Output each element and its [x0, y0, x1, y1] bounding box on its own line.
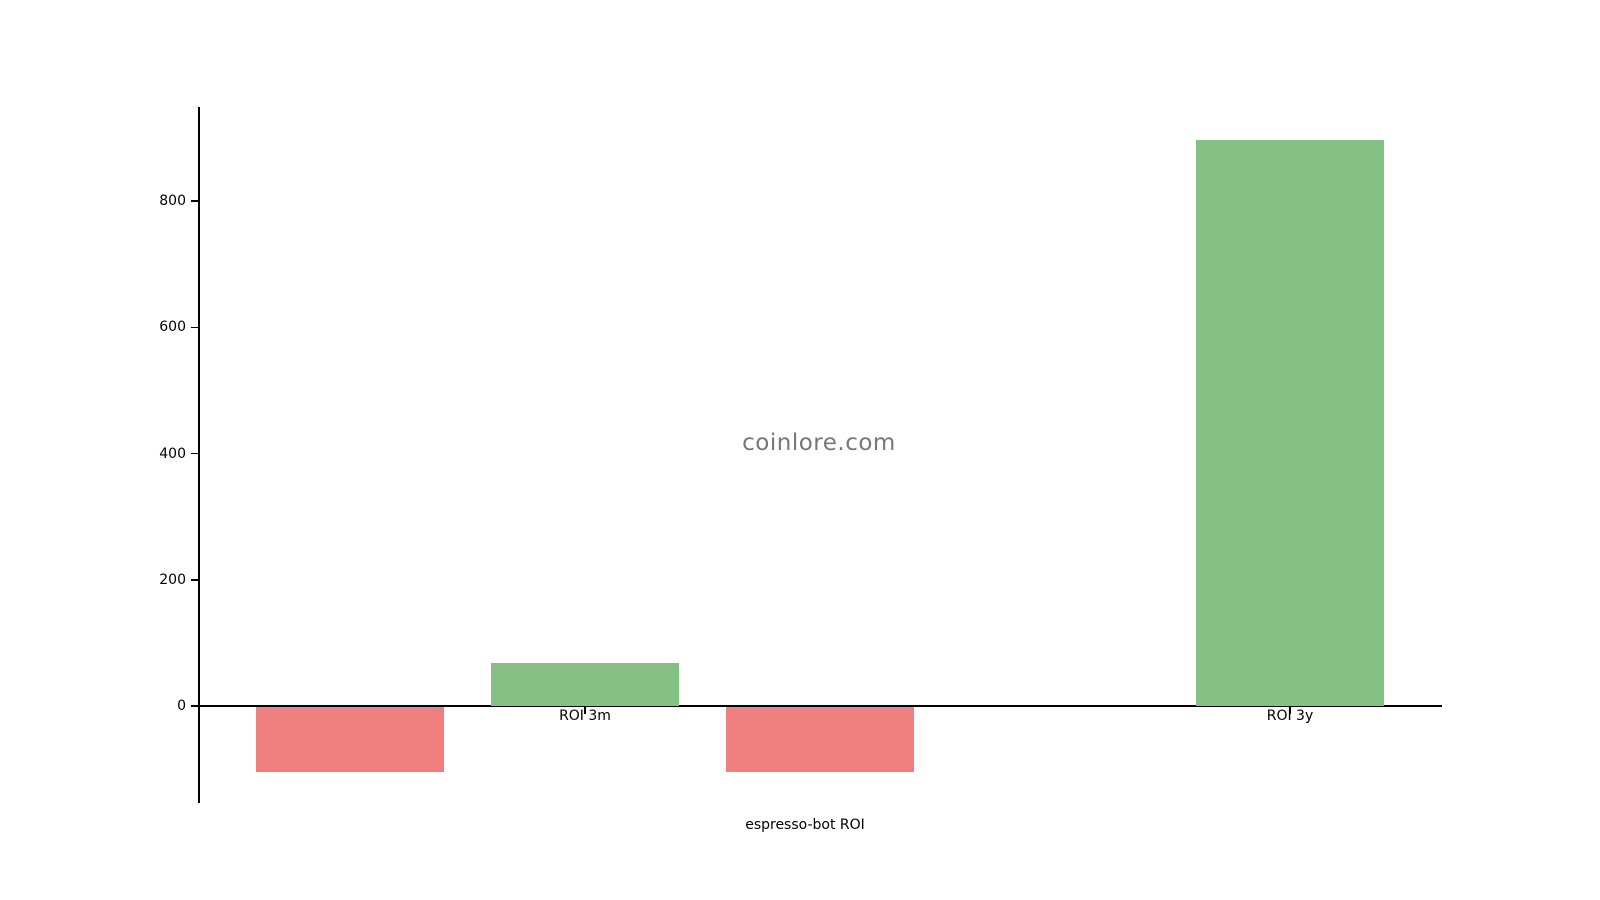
- y-axis-line: [198, 107, 200, 803]
- y-tick-mark: [191, 200, 198, 202]
- roi-bar-positive: [491, 663, 679, 706]
- y-tick-mark: [191, 452, 198, 455]
- x-axis-line: [196, 705, 1442, 707]
- y-tick-label: 400: [159, 445, 186, 462]
- y-tick-mark: [191, 579, 198, 581]
- chart-x-axis-title: espresso-bot ROI: [745, 817, 865, 833]
- y-tick-mark: [191, 705, 198, 707]
- y-tick-label: 0: [177, 698, 186, 714]
- y-tick-mark: [191, 326, 198, 328]
- y-tick-label: 200: [159, 571, 186, 588]
- x-tick-label: ROI 3y: [1266, 708, 1314, 724]
- x-tick-mark: [584, 706, 586, 714]
- x-tick-label: ROI 3m: [559, 708, 611, 724]
- y-tick-label: 800: [159, 193, 186, 209]
- roi-bar-positive: [1196, 139, 1384, 706]
- roi-bar-negative: [256, 706, 444, 772]
- y-tick-label: 600: [159, 319, 186, 336]
- watermark: coinlore.com: [742, 430, 896, 456]
- x-tick-mark: [1289, 706, 1291, 714]
- roi-bar-negative: [726, 706, 914, 772]
